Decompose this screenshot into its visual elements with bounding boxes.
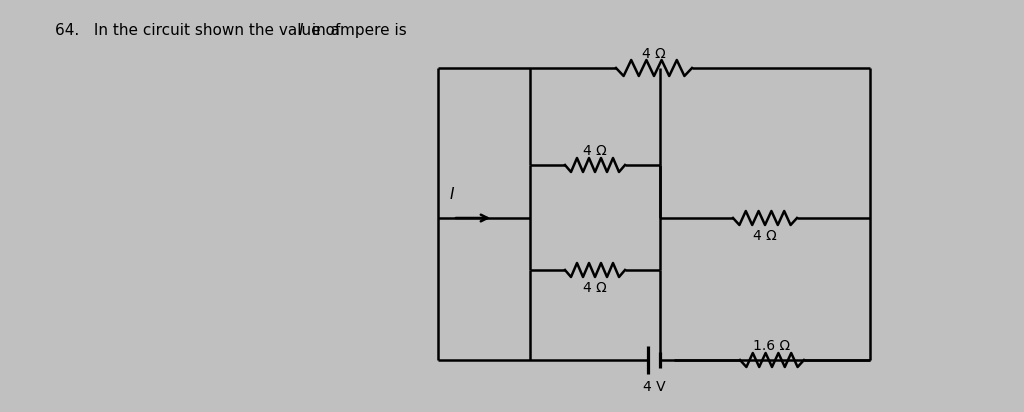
Text: 1.6 Ω: 1.6 Ω bbox=[754, 339, 791, 353]
Text: 4 Ω: 4 Ω bbox=[583, 281, 607, 295]
Text: 4 Ω: 4 Ω bbox=[642, 47, 666, 61]
Text: I: I bbox=[450, 187, 455, 202]
Text: 4 Ω: 4 Ω bbox=[753, 229, 777, 243]
Text: 4 V: 4 V bbox=[643, 380, 666, 394]
Text: in ampere is: in ampere is bbox=[307, 23, 407, 37]
Text: 64.   In the circuit shown the value of: 64. In the circuit shown the value of bbox=[55, 23, 345, 37]
Text: 4 Ω: 4 Ω bbox=[583, 144, 607, 158]
Text: I: I bbox=[299, 23, 303, 37]
